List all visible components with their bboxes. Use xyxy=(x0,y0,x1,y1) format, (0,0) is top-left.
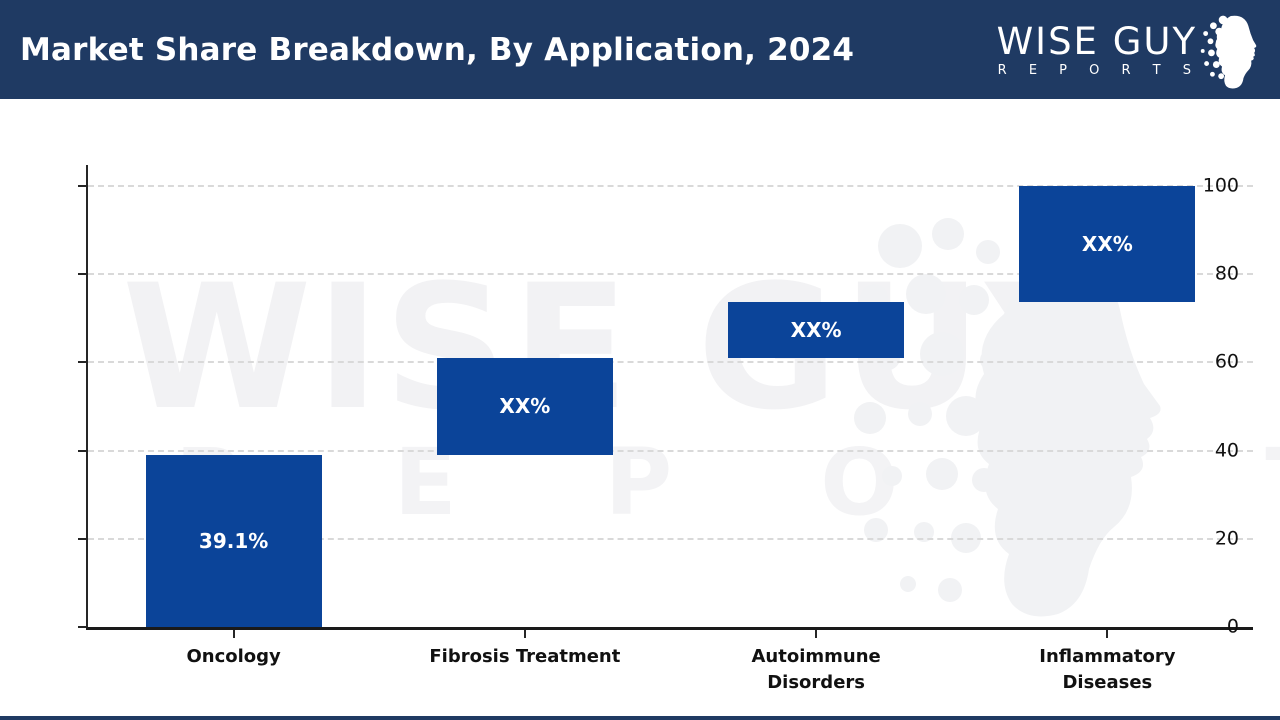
x-category-label: Fibrosis Treatment xyxy=(429,646,621,667)
gridline-80 xyxy=(88,273,1253,276)
y-tick-80 xyxy=(78,273,86,276)
x-axis-spine xyxy=(86,627,1253,630)
bar-value-label: XX% xyxy=(499,394,551,419)
bar-segment: XX% xyxy=(436,358,613,455)
gridline-100 xyxy=(88,185,1253,187)
y-tick-label-60: 60 xyxy=(1214,350,1239,373)
y-tick-100 xyxy=(78,185,86,187)
gridline-60 xyxy=(88,361,1253,364)
gridline-40 xyxy=(88,449,1253,452)
bar-value-label: 39.1% xyxy=(198,528,269,553)
y-tick-40 xyxy=(78,449,86,452)
page-title: Market Share Breakdown, By Application, … xyxy=(20,31,855,68)
x-tick-3 xyxy=(1106,630,1109,638)
wise-guy-logo: WISE GUY R E P O R T S xyxy=(994,9,1258,91)
y-axis-spine xyxy=(86,165,88,627)
logo-text: WISE GUY R E P O R T S xyxy=(994,23,1200,77)
plot-area: 0 20 40 60 80 100 39.1% Oncology XX% Fibrosis Tre… xyxy=(78,165,1253,693)
x-category-label: Oncology xyxy=(186,646,281,667)
header: Market Share Breakdown, By Application, … xyxy=(0,0,1280,99)
footer-strip xyxy=(0,716,1280,720)
bar-segment: 39.1% xyxy=(145,454,322,627)
bar-value-label: XX% xyxy=(1081,232,1133,256)
logo-wordmark: WISE GUY xyxy=(996,19,1198,63)
y-tick-label-100: 100 xyxy=(1202,174,1239,197)
logo-subtitle: R E P O R T S xyxy=(997,62,1200,78)
bar-value-label: XX% xyxy=(790,318,842,342)
x-tick-0 xyxy=(232,630,235,638)
logo-face-icon xyxy=(1200,15,1257,88)
y-tick-label-40: 40 xyxy=(1214,439,1239,462)
x-tick-2 xyxy=(815,630,818,638)
x-category-label: Autoimmune Disorders xyxy=(751,646,881,694)
y-tick-label-80: 80 xyxy=(1214,262,1239,285)
bar-segment: XX% xyxy=(728,302,905,358)
y-tick-60 xyxy=(78,361,86,364)
x-category-label: Inflammatory Diseases xyxy=(1039,646,1176,694)
y-tick-label-20: 20 xyxy=(1214,527,1239,550)
x-tick-1 xyxy=(523,630,526,638)
y-tick-label-0: 0 xyxy=(1226,615,1239,638)
bar-segment: XX% xyxy=(1019,186,1196,302)
gridline-20 xyxy=(88,537,1253,540)
y-tick-20 xyxy=(78,537,86,540)
y-tick-0 xyxy=(78,626,86,628)
